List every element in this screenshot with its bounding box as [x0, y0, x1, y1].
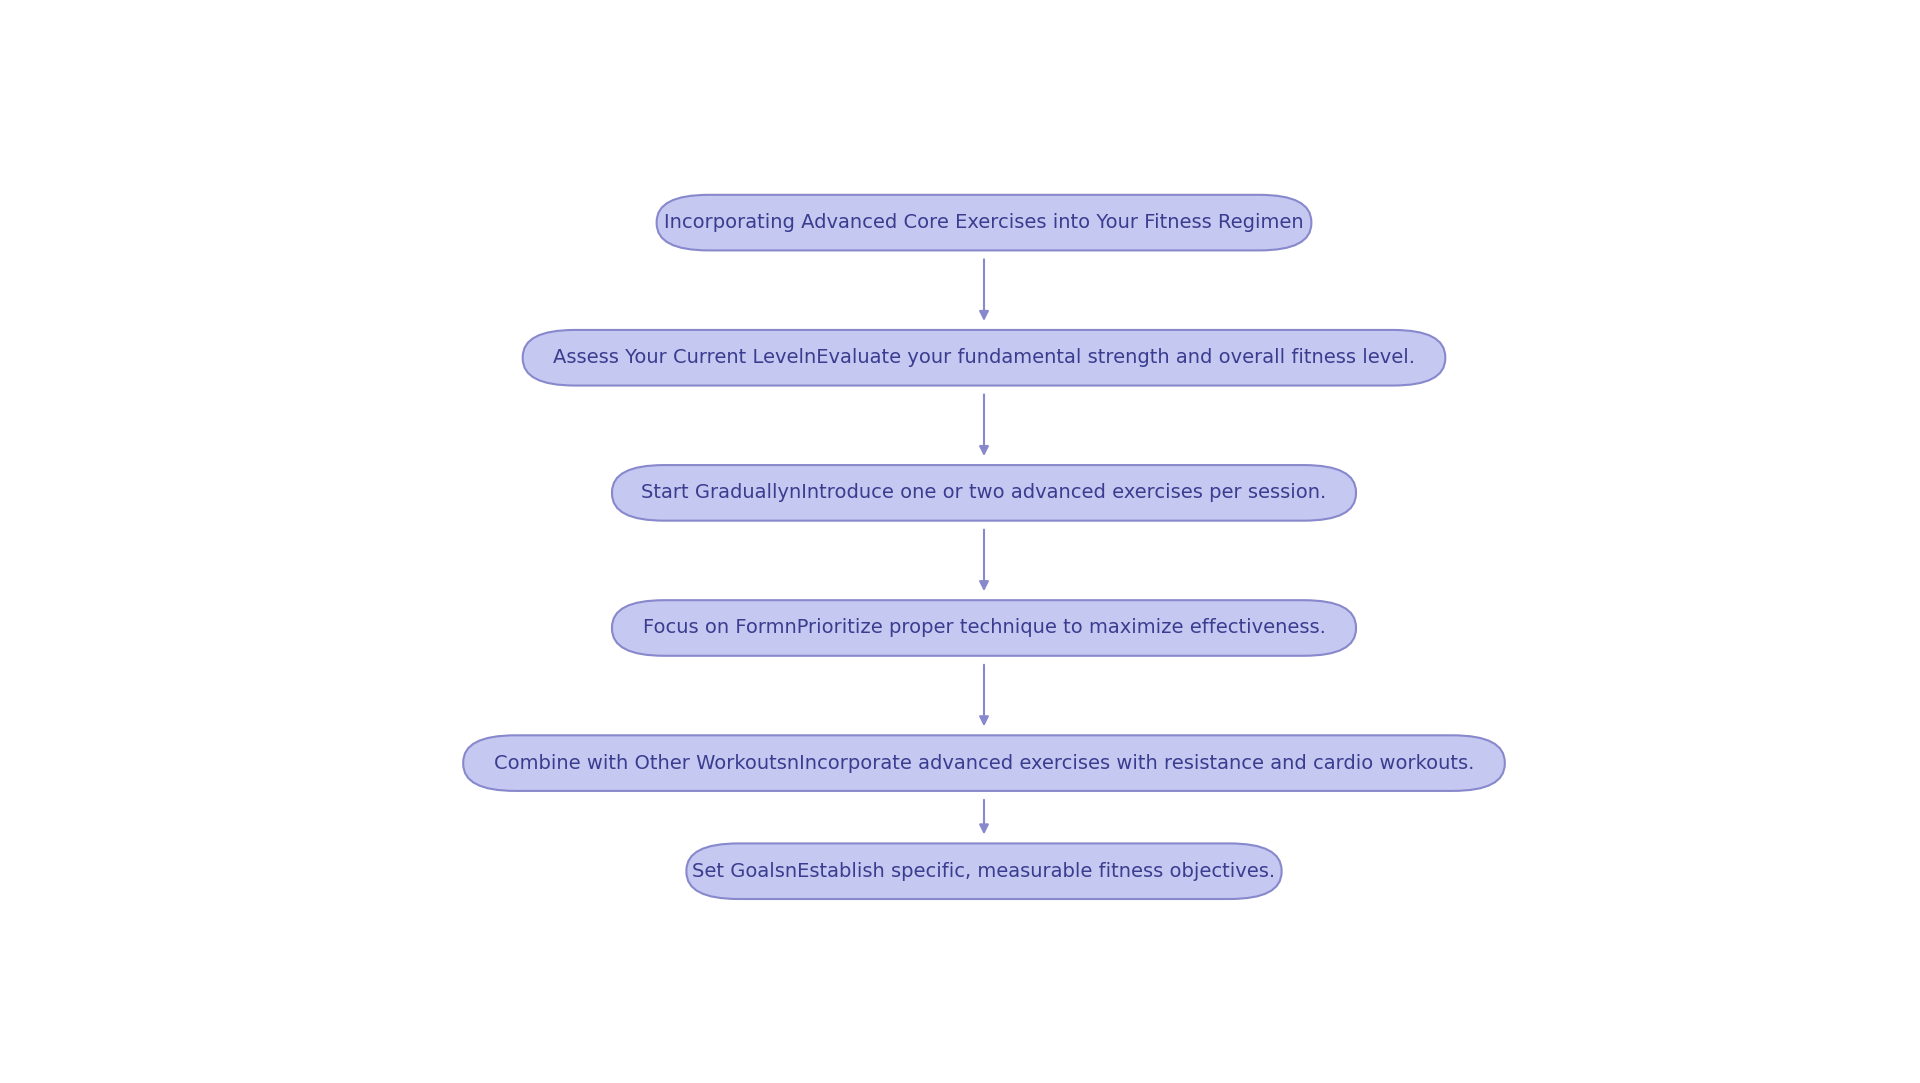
Text: Start GraduallynIntroduce one or two advanced exercises per session.: Start GraduallynIntroduce one or two adv…: [641, 483, 1327, 503]
Text: Focus on FormnPrioritize proper technique to maximize effectiveness.: Focus on FormnPrioritize proper techniqu…: [643, 618, 1325, 638]
FancyBboxPatch shape: [612, 600, 1356, 656]
FancyBboxPatch shape: [687, 844, 1283, 899]
FancyBboxPatch shape: [612, 465, 1356, 521]
FancyBboxPatch shape: [657, 195, 1311, 250]
Text: Incorporating Advanced Core Exercises into Your Fitness Regimen: Incorporating Advanced Core Exercises in…: [664, 213, 1304, 232]
Text: Combine with Other WorkoutsnIncorporate advanced exercises with resistance and c: Combine with Other WorkoutsnIncorporate …: [493, 754, 1475, 772]
FancyBboxPatch shape: [522, 330, 1446, 386]
FancyBboxPatch shape: [463, 735, 1505, 791]
Text: Set GoalsnEstablish specific, measurable fitness objectives.: Set GoalsnEstablish specific, measurable…: [693, 862, 1275, 880]
Text: Assess Your Current LevelnEvaluate your fundamental strength and overall fitness: Assess Your Current LevelnEvaluate your …: [553, 349, 1415, 367]
